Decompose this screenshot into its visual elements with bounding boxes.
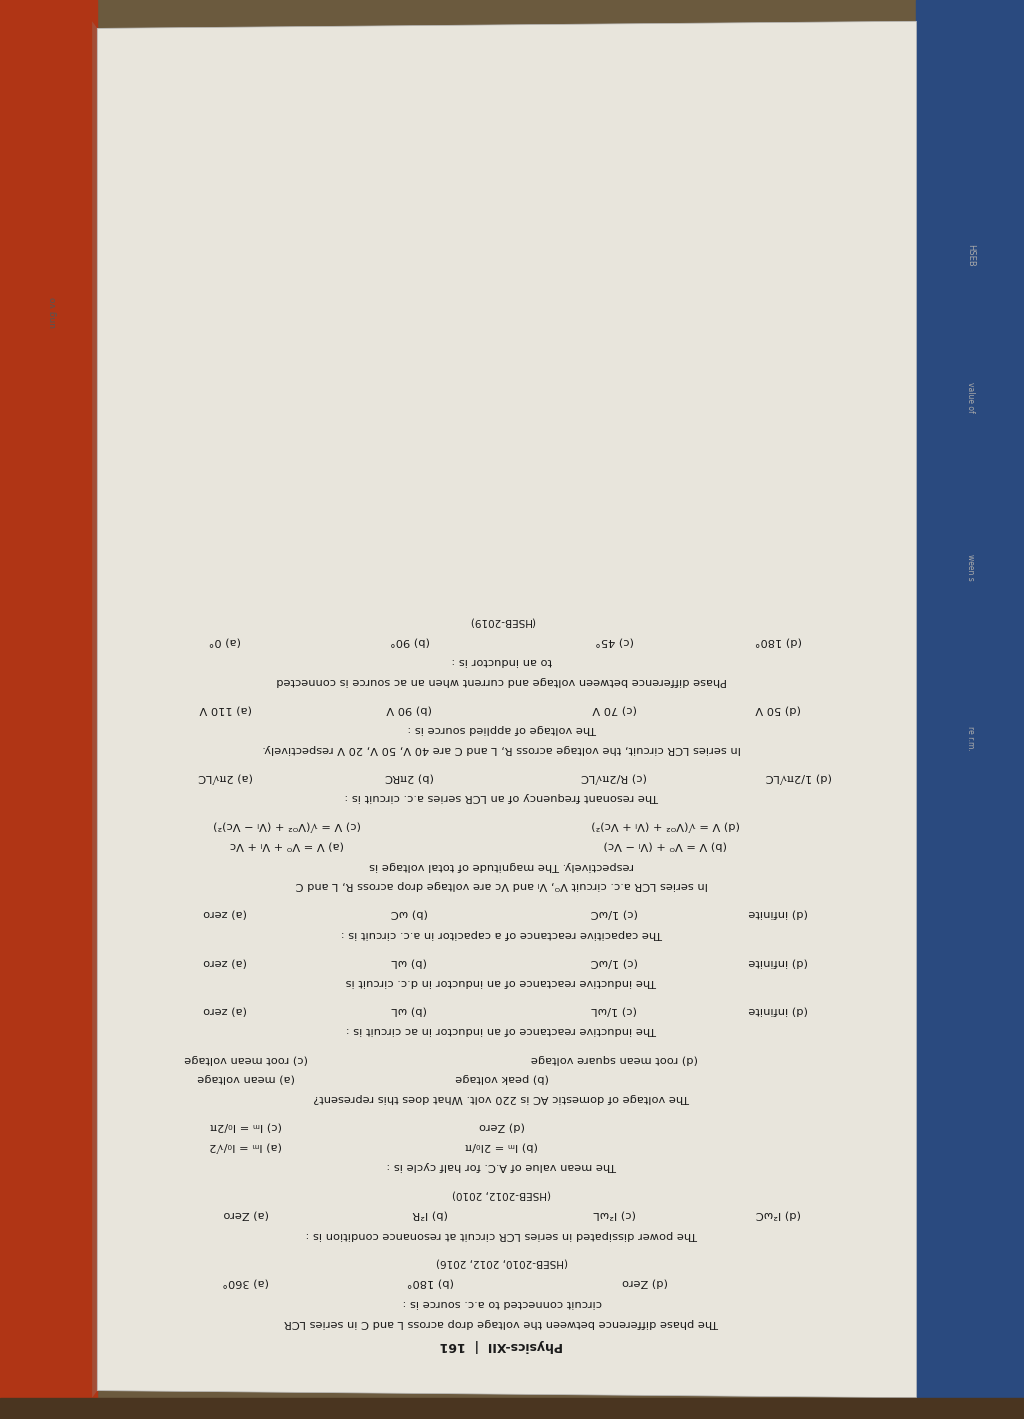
Text: (b) peak voltage: (b) peak voltage — [455, 1073, 549, 1084]
Text: (c) 1/ωL: (c) 1/ωL — [592, 1005, 637, 1016]
Text: respectively. The magnitude of total voltage is: respectively. The magnitude of total vol… — [370, 860, 634, 871]
Text: (b) 180°: (b) 180° — [407, 1277, 454, 1288]
Text: (b) Iₘ = 2I₀/π: (b) Iₘ = 2I₀/π — [465, 1141, 539, 1152]
Text: (d) 1/2π√LC: (d) 1/2π√LC — [766, 772, 831, 783]
Text: (HSEB-2012, 2010): (HSEB-2012, 2010) — [453, 1189, 551, 1200]
Text: (d) 180°: (d) 180° — [755, 636, 802, 647]
Text: Physics-XII  |  161: Physics-XII | 161 — [440, 1338, 563, 1352]
Text: The resonant frequency of an LCR series a.c. circuit is :: The resonant frequency of an LCR series … — [344, 792, 659, 803]
Text: (c) V = √(Vᴼ² + (Vₗ − Vᴄ)²): (c) V = √(Vᴼ² + (Vₗ − Vᴄ)²) — [213, 820, 360, 832]
Text: (b) V = Vᴼ + (Vₗ − Vᴄ): (b) V = Vᴼ + (Vₗ − Vᴄ) — [604, 840, 727, 851]
Text: (d) root mean square voltage: (d) root mean square voltage — [530, 1053, 698, 1064]
Text: (c) 1/ωC: (c) 1/ωC — [591, 956, 638, 968]
Text: ung vo: ung vo — [49, 297, 57, 328]
Text: ween s: ween s — [967, 555, 975, 580]
Text: (d) Zero: (d) Zero — [479, 1121, 524, 1132]
Text: (b) 90°: (b) 90° — [389, 636, 430, 647]
Bar — [0, 1398, 1024, 1419]
Text: (c) 70 V: (c) 70 V — [592, 704, 637, 715]
Text: circuit connected to a.c. source is :: circuit connected to a.c. source is : — [402, 1297, 601, 1308]
Text: (a) Iₘ = I₀/√2: (a) Iₘ = I₀/√2 — [209, 1141, 283, 1152]
Text: The inductive reactance of an inductor in ac circuit is :: The inductive reactance of an inductor i… — [346, 1025, 657, 1036]
Text: (HSEB-2019): (HSEB-2019) — [469, 616, 535, 627]
Text: Phase difference between voltage and current when an ac source is connected: Phase difference between voltage and cur… — [276, 675, 727, 687]
Text: (a) 0°: (a) 0° — [209, 636, 242, 647]
Text: (c) R/2π√LC: (c) R/2π√LC — [582, 772, 647, 783]
Text: (b) ωL: (b) ωL — [392, 956, 427, 968]
Text: (d) Zero: (d) Zero — [623, 1277, 668, 1288]
Text: to an inductor is :: to an inductor is : — [452, 656, 552, 667]
Text: (d) infinite: (d) infinite — [749, 908, 808, 920]
Text: (d) I²ωC: (d) I²ωC — [756, 1209, 801, 1220]
Text: (a) zero: (a) zero — [204, 908, 247, 920]
Text: (a) 110 V: (a) 110 V — [199, 704, 252, 715]
Text: The capacitive reactance of a capacitor in a.c. circuit is :: The capacitive reactance of a capacitor … — [341, 928, 663, 939]
Text: (HSEB-2010, 2012, 2016): (HSEB-2010, 2012, 2016) — [436, 1257, 567, 1269]
Text: (b) 90 V: (b) 90 V — [387, 704, 432, 715]
Text: The inductive reactance of an inductor in d.c. circuit is: The inductive reactance of an inductor i… — [346, 976, 657, 988]
Text: (b) I²R: (b) I²R — [413, 1209, 447, 1220]
Text: The power dissipated in series LCR circuit at resonance condition is :: The power dissipated in series LCR circu… — [305, 1229, 698, 1240]
Polygon shape — [92, 21, 97, 1398]
Text: (c) Iₘ = I₀/2π: (c) Iₘ = I₀/2π — [210, 1121, 282, 1132]
Text: (d) infinite: (d) infinite — [749, 956, 808, 968]
Text: (b) ωC: (b) ωC — [391, 908, 428, 920]
Bar — [0, 0, 97, 1419]
Text: (b) 2πRC: (b) 2πRC — [385, 772, 434, 783]
Text: The voltage of applied source is :: The voltage of applied source is : — [407, 724, 597, 735]
Text: (a) zero: (a) zero — [204, 956, 247, 968]
Text: In series LCR a.c. circuit Vᴼ, Vₗ and Vᴄ are voltage drop across R, L and C: In series LCR a.c. circuit Vᴼ, Vₗ and Vᴄ… — [296, 880, 708, 891]
Text: (c) I²ωL: (c) I²ωL — [593, 1209, 636, 1220]
Text: The voltage of domestic AC is 220 volt. What does this represent?: The voltage of domestic AC is 220 volt. … — [313, 1093, 690, 1104]
Text: (d) 50 V: (d) 50 V — [756, 704, 801, 715]
Polygon shape — [97, 21, 916, 1398]
Text: (d) V = √(Vᴼ² + (Vₗ + Vᴄ)²): (d) V = √(Vᴼ² + (Vₗ + Vᴄ)²) — [591, 820, 740, 832]
Text: (d) infinite: (d) infinite — [749, 1005, 808, 1016]
Text: The phase difference between the voltage drop across L and C in series LCR: The phase difference between the voltage… — [285, 1317, 719, 1328]
Text: (b) ωL: (b) ωL — [392, 1005, 427, 1016]
Text: value of: value of — [967, 382, 975, 413]
Text: (a) 2π√LC: (a) 2π√LC — [198, 772, 253, 783]
Text: (a) V = Vᴼ + Vₗ + Vᴄ: (a) V = Vᴼ + Vₗ + Vᴄ — [229, 840, 344, 851]
Text: (a) Zero: (a) Zero — [223, 1209, 268, 1220]
Text: (a) mean voltage: (a) mean voltage — [197, 1073, 295, 1084]
Text: The mean value of A.C. for half cycle is :: The mean value of A.C. for half cycle is… — [386, 1161, 617, 1172]
Text: re r.m.: re r.m. — [967, 725, 975, 751]
Text: (c) 1/ωC: (c) 1/ωC — [591, 908, 638, 920]
Text: In series LCR circuit, the voltage across R, L and C are 40 V, 50 V, 20 V respec: In series LCR circuit, the voltage acros… — [262, 744, 741, 755]
Bar — [916, 0, 1024, 1419]
Text: HSEB: HSEB — [967, 244, 975, 267]
Text: (a) 360°: (a) 360° — [222, 1277, 269, 1288]
Text: (c) root mean voltage: (c) root mean voltage — [184, 1053, 307, 1064]
Text: (c) 45°: (c) 45° — [595, 636, 634, 647]
Text: (a) zero: (a) zero — [204, 1005, 247, 1016]
